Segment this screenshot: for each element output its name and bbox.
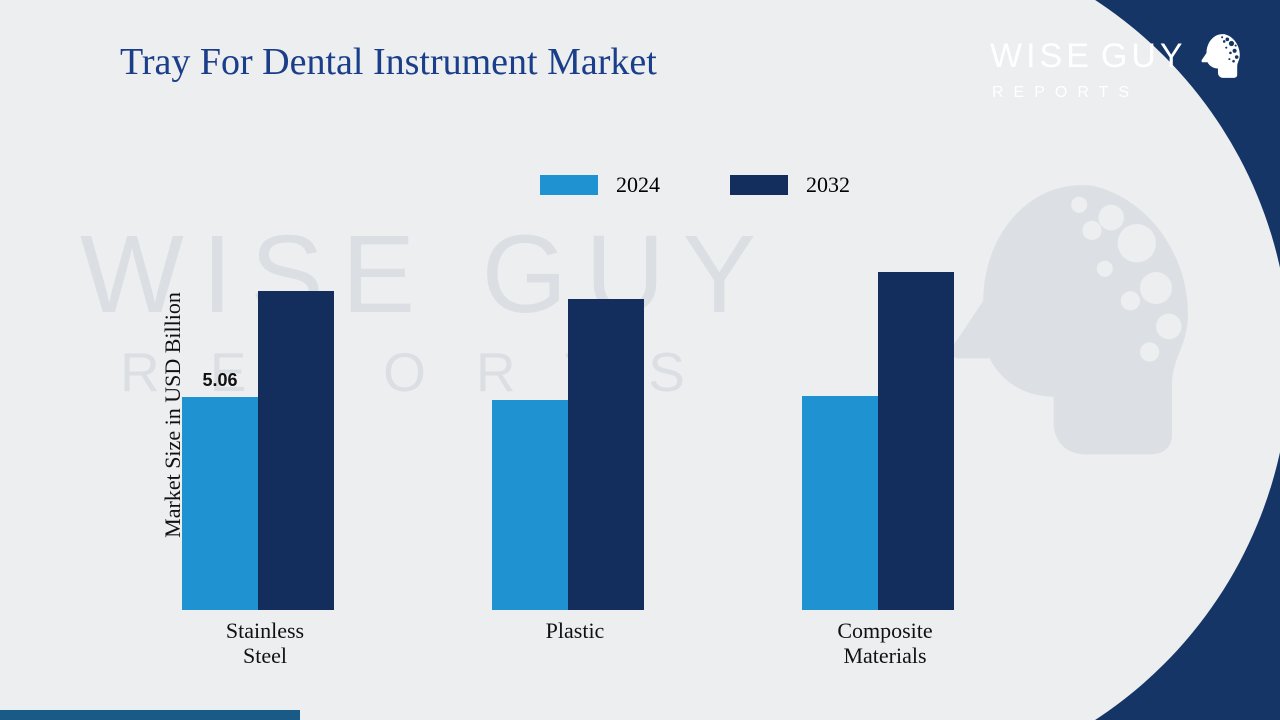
bar-2032: [568, 299, 644, 610]
bottom-accent-bar: [0, 710, 300, 720]
chart-title: Tray For Dental Instrument Market: [120, 40, 657, 84]
brand-word-guy: GUY: [1101, 39, 1187, 73]
category-label: Plastic: [480, 618, 670, 643]
category-label: CompositeMaterials: [790, 618, 980, 669]
brand-head-icon: [1193, 30, 1245, 82]
bar-2024: [492, 400, 568, 610]
bar-group: 5.06StainlessSteel: [170, 190, 360, 610]
bar-2024: [182, 397, 258, 610]
plot-area: 5.06StainlessSteelPlasticCompositeMateri…: [150, 190, 930, 610]
chart-area: Market Size in USD Billion 5.06Stainless…: [90, 190, 930, 640]
bar-group: CompositeMaterials: [790, 190, 980, 610]
brand-word-reports: REPORTS: [992, 84, 1250, 102]
bar-group: Plastic: [480, 190, 670, 610]
bar-2032: [878, 272, 954, 610]
bar-2032: [258, 291, 334, 610]
brand-logo: WISE GUY REPORTS: [990, 30, 1250, 102]
brand-word-wise: WISE: [990, 39, 1093, 73]
bar-value-label: 5.06: [182, 370, 258, 391]
bar-2024: [802, 396, 878, 610]
canvas: WISE GUY REPORTS WISE GUY: [0, 0, 1280, 720]
category-label: StainlessSteel: [170, 618, 360, 669]
